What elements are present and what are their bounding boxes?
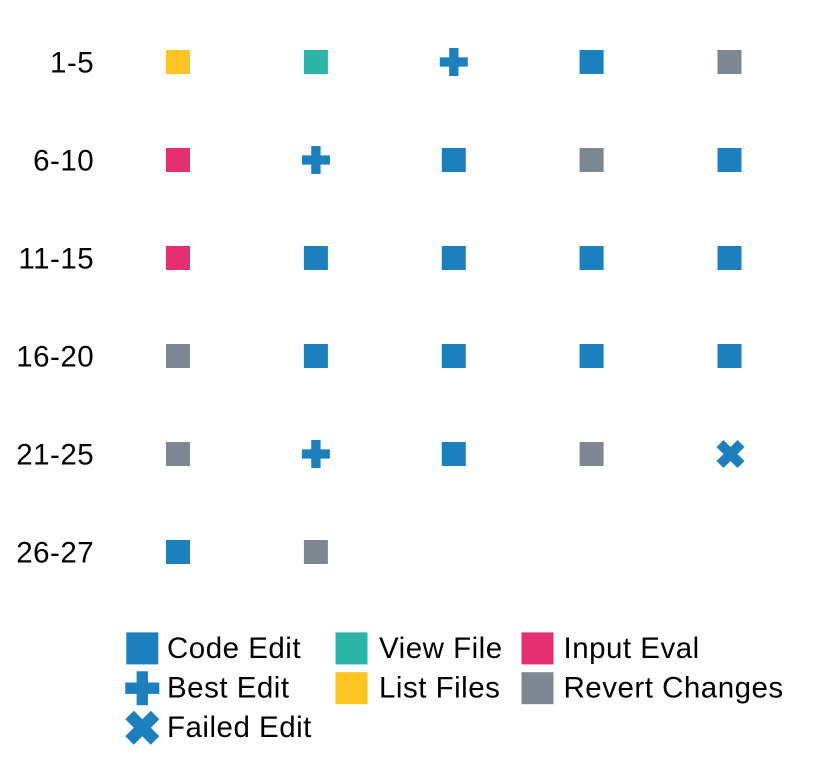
svg-text:21-25: 21-25	[16, 439, 94, 472]
svg-text:Code Edit: Code Edit	[167, 632, 301, 665]
svg-text:List Files: List Files	[379, 672, 500, 705]
svg-text:View File: View File	[379, 632, 503, 665]
svg-text:Failed Edit: Failed Edit	[167, 711, 312, 744]
svg-text:Revert Changes: Revert Changes	[564, 672, 784, 705]
svg-text:26-27: 26-27	[16, 537, 94, 570]
svg-text:6-10: 6-10	[33, 145, 94, 178]
svg-text:Best Edit: Best Edit	[167, 672, 290, 705]
svg-text:1-5: 1-5	[50, 47, 94, 80]
svg-text:11-15: 11-15	[18, 243, 94, 276]
svg-text:16-20: 16-20	[16, 341, 94, 374]
svg-text:Input Eval: Input Eval	[564, 632, 700, 665]
